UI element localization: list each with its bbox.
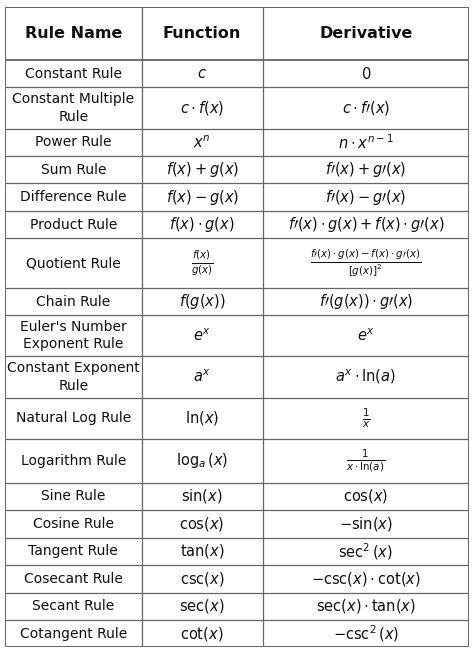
Text: $a^{x}$: $a^{x}$ — [193, 369, 211, 385]
Text: Power Rule: Power Rule — [35, 135, 111, 149]
Text: $f(x) \cdot g(x)$: $f(x) \cdot g(x)$ — [169, 215, 235, 234]
Text: $-\csc^{2}(x)$: $-\csc^{2}(x)$ — [333, 623, 399, 644]
Text: $\csc(x)$: $\csc(x)$ — [180, 570, 224, 588]
Text: $\cos(x)$: $\cos(x)$ — [343, 487, 389, 506]
Text: Constant Multiple
Rule: Constant Multiple Rule — [12, 92, 134, 124]
Text: Derivative: Derivative — [319, 26, 412, 41]
Text: Natural Log Rule: Natural Log Rule — [16, 411, 131, 425]
Text: Sum Rule: Sum Rule — [40, 163, 106, 177]
Text: Euler's Number
Exponent Rule: Euler's Number Exponent Rule — [20, 320, 127, 351]
Text: $c \cdot f\prime(x)$: $c \cdot f\prime(x)$ — [342, 99, 390, 117]
Text: $\frac{f(x)}{g(x)}$: $\frac{f(x)}{g(x)}$ — [191, 249, 213, 278]
Text: $\cot(x)$: $\cot(x)$ — [181, 625, 224, 643]
Text: Quotient Rule: Quotient Rule — [26, 256, 120, 270]
Text: Rule Name: Rule Name — [25, 26, 122, 41]
Text: Sine Rule: Sine Rule — [41, 489, 105, 504]
Text: Function: Function — [163, 26, 241, 41]
Text: $f\prime(x) \cdot g(x) + f(x) \cdot g\prime(x)$: $f\prime(x) \cdot g(x) + f(x) \cdot g\pr… — [288, 215, 444, 234]
Text: $\frac{1}{x \cdot \ln(a)}$: $\frac{1}{x \cdot \ln(a)}$ — [346, 447, 385, 474]
Text: $f\prime(x) - g\prime(x)$: $f\prime(x) - g\prime(x)$ — [325, 188, 407, 207]
Text: Logarithm Rule: Logarithm Rule — [20, 454, 126, 468]
Text: Chain Rule: Chain Rule — [36, 294, 110, 309]
Text: $\frac{1}{x}$: $\frac{1}{x}$ — [362, 407, 370, 430]
Text: Cotangent Rule: Cotangent Rule — [19, 627, 127, 641]
Text: $-\sin(x)$: $-\sin(x)$ — [339, 515, 393, 533]
Text: $n \cdot x^{n-1}$: $n \cdot x^{n-1}$ — [338, 133, 394, 152]
Text: $f\prime(x) + g\prime(x)$: $f\prime(x) + g\prime(x)$ — [325, 160, 407, 179]
Text: Constant Rule: Constant Rule — [25, 67, 122, 80]
Text: $f\prime(g(x)) \cdot g\prime(x)$: $f\prime(g(x)) \cdot g\prime(x)$ — [319, 292, 413, 311]
Text: Tangent Rule: Tangent Rule — [28, 544, 118, 559]
Text: $f(x) + g(x)$: $f(x) + g(x)$ — [165, 160, 239, 179]
Text: $\frac{f\prime(x) \cdot g(x) - f(x) \cdot g\prime(x)}{[g(x)]^{2}}$: $\frac{f\prime(x) \cdot g(x) - f(x) \cdo… — [310, 247, 421, 279]
Text: $\cos(x)$: $\cos(x)$ — [180, 515, 225, 533]
Text: $f(g(x))$: $f(g(x))$ — [179, 292, 226, 311]
Text: $\sec^{2}(x)$: $\sec^{2}(x)$ — [338, 541, 393, 562]
Text: Difference Rule: Difference Rule — [20, 190, 127, 204]
Text: Cosecant Rule: Cosecant Rule — [24, 572, 123, 586]
Text: Cosine Rule: Cosine Rule — [33, 517, 114, 531]
Text: $x^{n}$: $x^{n}$ — [193, 134, 211, 150]
Text: $\sec(x) \cdot \tan(x)$: $\sec(x) \cdot \tan(x)$ — [316, 597, 416, 615]
Text: $\sec(x)$: $\sec(x)$ — [180, 597, 225, 615]
Text: $-\csc(x) \cdot \cot(x)$: $-\csc(x) \cdot \cot(x)$ — [311, 570, 421, 588]
Text: Product Rule: Product Rule — [29, 218, 117, 232]
Text: $a^{x} \cdot \ln(a)$: $a^{x} \cdot \ln(a)$ — [336, 368, 396, 387]
Text: $0$: $0$ — [361, 65, 371, 82]
Text: $\log_{a}(x)$: $\log_{a}(x)$ — [176, 451, 228, 470]
Text: $e^{x}$: $e^{x}$ — [357, 328, 375, 344]
Text: $\sin(x)$: $\sin(x)$ — [182, 487, 223, 506]
Text: $\tan(x)$: $\tan(x)$ — [180, 542, 225, 560]
Text: $f(x) - g(x)$: $f(x) - g(x)$ — [165, 188, 239, 207]
Text: $c$: $c$ — [197, 66, 207, 81]
Text: Constant Exponent
Rule: Constant Exponent Rule — [7, 362, 140, 392]
Text: $c \cdot f(x)$: $c \cdot f(x)$ — [180, 99, 224, 117]
Text: $e^{x}$: $e^{x}$ — [193, 328, 211, 344]
Text: Secant Rule: Secant Rule — [32, 599, 114, 613]
Text: $\ln(x)$: $\ln(x)$ — [185, 409, 219, 427]
